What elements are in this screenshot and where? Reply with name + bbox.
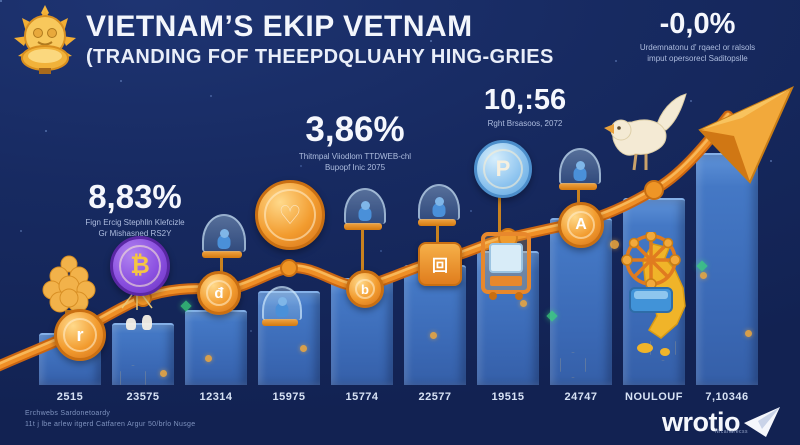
dome-stick xyxy=(220,254,223,276)
dome-stick xyxy=(577,190,580,206)
stat-time: 10,:56 Rght Brsasoos, 2072 xyxy=(430,84,620,130)
stat-top-right: -0,0% Urdemnatonu d' rqaecl or ralsols i… xyxy=(600,8,795,65)
bitcoin-coin-icon: ₿ xyxy=(110,236,170,296)
stat-caption-line1: Rght Brsasoos, 2072 xyxy=(487,119,563,128)
header: VIETNAM’S EKIP VETNAM (TRANDING FOF THEE… xyxy=(86,10,554,69)
coin-icon-5: b xyxy=(346,270,384,308)
big-coin-emblem-icon: ♡ xyxy=(255,180,325,250)
brand-logo: wrotio Nicanarecss xyxy=(662,405,782,439)
footnote: Erchwebs Sardonetoardy 11t j lbe arlew i… xyxy=(25,408,195,430)
logo-text: wrotio xyxy=(662,406,741,437)
stat-caption-line1: Urdemnatonu d' rqaecl or ralsols xyxy=(639,43,756,52)
sun-coin-mascot-icon xyxy=(12,4,78,76)
bar-label: 15774 xyxy=(345,391,379,403)
bar-label: 12314 xyxy=(199,391,233,403)
dome-figure xyxy=(275,303,289,317)
dome-figure xyxy=(358,207,372,221)
stat-value: -0,0% xyxy=(659,8,736,40)
stat-caption-line1: Fign Ercig Stephlln Klefcizle xyxy=(85,218,185,227)
stat-value: 8,83% xyxy=(88,178,182,215)
arrow-icon xyxy=(698,85,794,184)
dome-figure xyxy=(432,203,446,217)
dome-stick xyxy=(361,230,364,272)
coin-icon-3: đ xyxy=(197,271,241,315)
dome-figure xyxy=(217,235,231,249)
glass-dome-icon xyxy=(559,148,601,190)
bar-label: 15975 xyxy=(272,391,306,403)
page-title: VIETNAM’S EKIP VETNAM xyxy=(86,10,473,43)
bar-label: 19515 xyxy=(491,391,525,403)
stat-middle: 3,86% Thitmpal Viiodlom TTDWEB-chl Bupop… xyxy=(255,110,455,174)
bar-label: 2515 xyxy=(56,391,84,403)
blue-token-icon: P xyxy=(474,140,532,198)
coin-icon-8: A xyxy=(558,202,604,248)
stat-value: 10,:56 xyxy=(483,84,567,116)
lantern-coin-icon: 回 xyxy=(418,242,462,286)
stat-caption-line1: Thitmpal Viiodlom TTDWEB-chl xyxy=(298,152,412,161)
bar-label: 24747 xyxy=(564,391,598,403)
glass-dome-icon xyxy=(344,188,386,230)
dome-figure xyxy=(573,167,587,181)
glass-dome-icon xyxy=(418,184,460,226)
glass-dome-icon xyxy=(262,286,302,326)
page-subtitle: (TRANDING FOF THEEPDQLUAHY HING-GRIES xyxy=(86,46,554,68)
logo-tagline: Nicanarecss xyxy=(714,429,748,435)
bar-label: 22577 xyxy=(418,391,452,403)
bar-label: NOULOUF xyxy=(625,391,683,403)
coin-icon-1: r xyxy=(54,309,106,361)
footnote-line2: 11t j lbe arlew itgerd Catfaren Argur 50… xyxy=(25,421,196,429)
machine-cart-icon xyxy=(480,228,532,300)
dome-stick xyxy=(436,226,439,244)
coin-stick xyxy=(498,192,501,234)
stat-left: 8,83% Fign Ercig Stephlln Klefcizle Gr M… xyxy=(40,178,230,240)
bird-icon xyxy=(598,92,694,186)
stat-value: 3,86% xyxy=(305,110,405,149)
paper-plane-icon xyxy=(742,405,782,439)
golden-tree-icon xyxy=(40,252,98,324)
bar-label: 7,10346 xyxy=(705,391,749,403)
footnote-line1: Erchwebs Sardonetoardy xyxy=(25,410,111,417)
ferris-wheel-icon xyxy=(618,232,684,318)
glass-dome-icon xyxy=(202,214,246,258)
stat-caption-line2: Gr Mishasned RS2Y xyxy=(98,228,172,238)
stat-caption-line2: Bupopf Inic 2075 xyxy=(324,162,386,172)
stat-caption-line2: imput opersorecl Saditopslle xyxy=(647,53,748,63)
bar-label: 23575 xyxy=(126,391,160,403)
